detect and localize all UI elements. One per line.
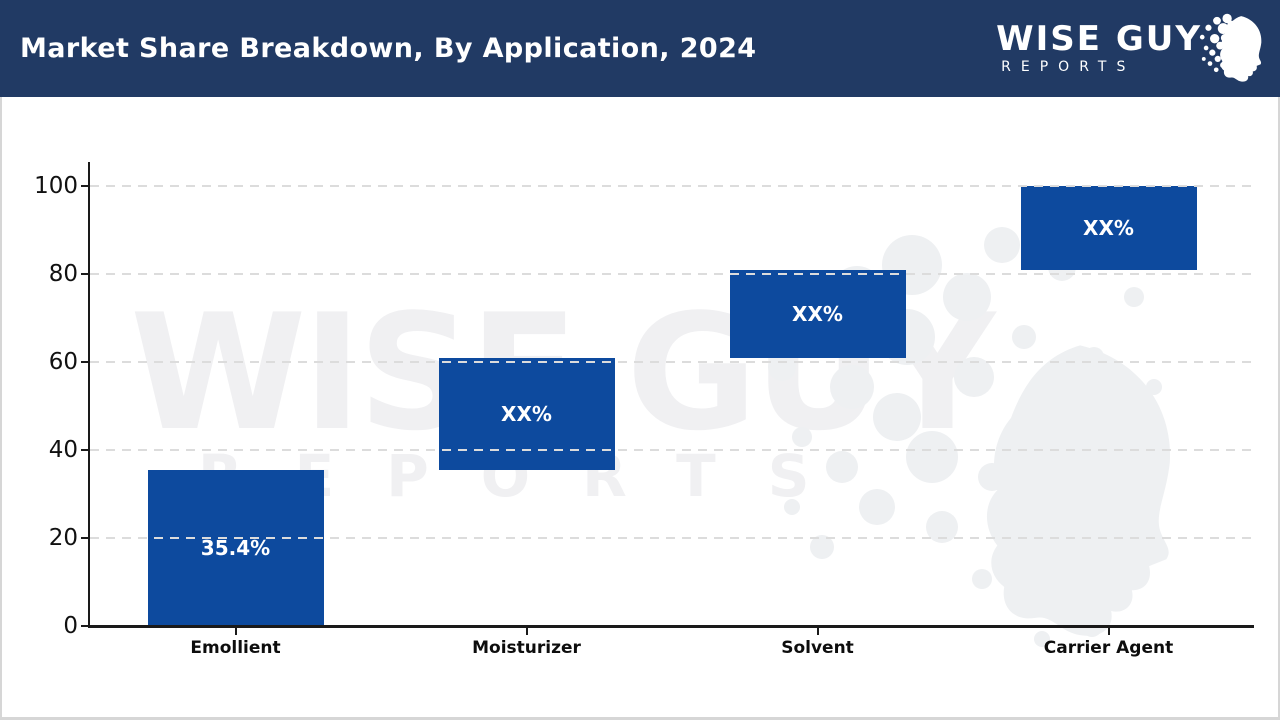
y-axis-tick-label: 40 [48,437,78,463]
bar-value-label: 35.4% [200,536,271,561]
x-axis-tick-mark [525,627,528,635]
logo-face-icon [1199,13,1262,82]
x-axis-tick-mark [816,627,819,635]
x-axis-tick-mark [1107,627,1110,635]
gridline-40 [90,449,1254,451]
y-axis-tick-label: 20 [48,525,78,551]
gridline-20 [90,537,1254,539]
bar-carrier-agent [1020,186,1197,270]
x-axis-tick-mark [234,627,237,635]
x-axis-line [88,625,1254,628]
wiseguy-logo: WISE GUY REPORTS [996,8,1266,88]
x-axis-category-label: Moisturizer [472,638,581,658]
logo-text: WISE GUY REPORTS [996,18,1202,76]
gridline-100 [90,185,1254,187]
x-axis-category-label: Emollient [190,638,281,658]
y-axis-tick-mark [81,361,90,363]
logo-subtitle: REPORTS [1001,59,1136,76]
gridline-60 [90,361,1254,363]
logo-wordmark: WISE GUY [996,18,1202,59]
x-axis-category-label: Carrier Agent [1043,638,1174,658]
y-axis-tick-label: 0 [63,613,78,639]
y-axis-tick-label: 60 [48,349,78,375]
y-axis-tick-mark [81,449,90,451]
y-axis-tick-mark [81,273,90,275]
bar-moisturizer [438,357,615,471]
plot-region: 0 20 40 60 80 100 35.4% Emollient XX% Moisturizer… [2,97,1278,717]
y-axis-tick-label: 80 [48,261,78,287]
chart-area: WISE GUY REPORTS 0 20 40 60 80 100 35.4% Emolli… [0,97,1280,720]
bar-solvent [729,269,906,358]
bar-value-label: XX% [792,301,843,326]
bar-emollient [147,470,324,626]
bar-value-label: XX% [501,401,552,426]
y-axis-tick-mark [81,625,90,627]
y-axis-tick-mark [81,185,90,187]
x-axis-category-label: Solvent [781,638,854,658]
bar-value-label: XX% [1083,215,1134,240]
y-axis-tick-label: 100 [34,173,78,199]
gridline-80 [90,273,1254,275]
page-title: Market Share Breakdown, By Application, … [20,33,757,64]
y-axis-line [88,162,90,628]
header-bar: Market Share Breakdown, By Application, … [0,0,1280,97]
y-axis-tick-mark [81,537,90,539]
